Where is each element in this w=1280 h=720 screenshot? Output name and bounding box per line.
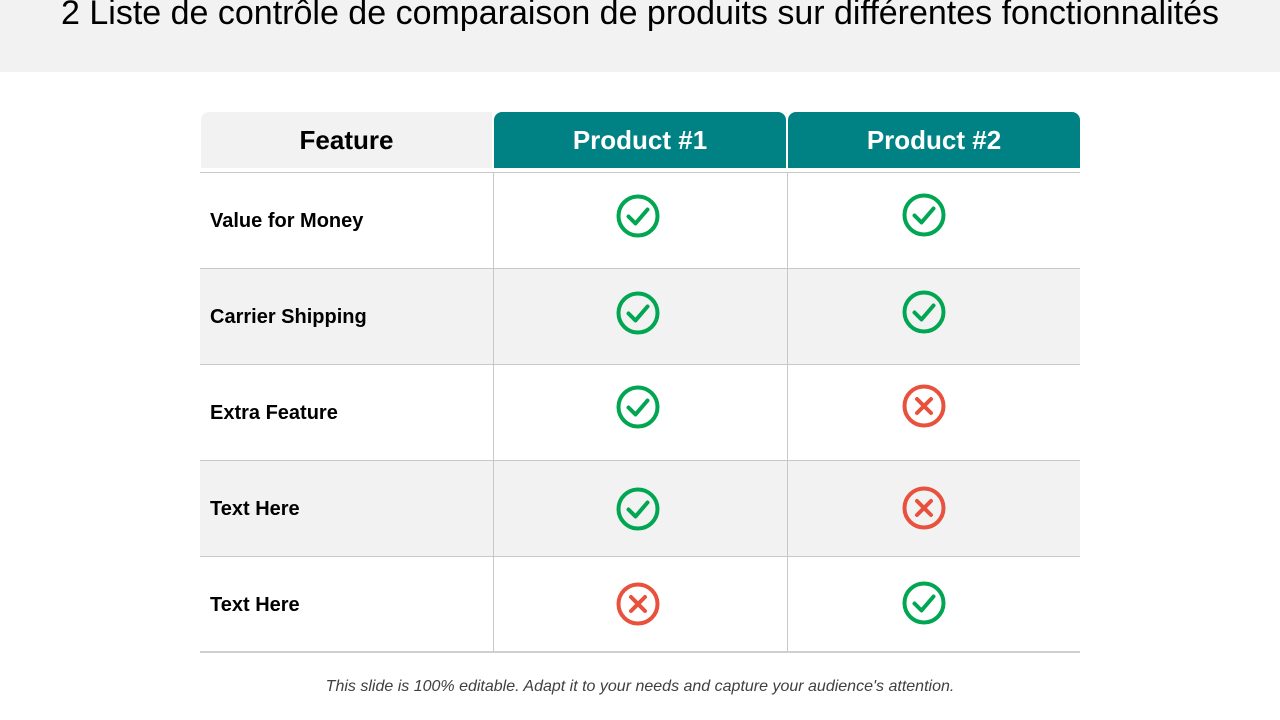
feature-label: Value for Money	[210, 209, 364, 232]
row-divider	[200, 364, 1080, 365]
table-bottom-border	[200, 651, 1080, 653]
row-divider	[200, 460, 1080, 461]
header-product-2: Product #2	[788, 112, 1080, 168]
check-circle-icon	[902, 290, 946, 334]
row-0-product-2-icon	[902, 193, 946, 237]
row-3-product-1-icon	[616, 487, 660, 531]
x-circle-icon	[616, 582, 660, 626]
feature-label: Text Here	[210, 497, 300, 520]
row-1-product-2-icon	[902, 290, 946, 334]
row-2-product-1-icon	[616, 385, 660, 429]
feature-label: Extra Feature	[210, 401, 338, 424]
row-3-product-2-icon	[902, 486, 946, 530]
check-circle-icon	[616, 487, 660, 531]
row-4-product-1-icon	[616, 582, 660, 626]
title-bar	[0, 0, 1280, 72]
column-divider	[787, 173, 788, 652]
table-row: Text Here	[200, 557, 1080, 653]
row-0-product-1-icon	[616, 194, 660, 238]
row-1-product-1-icon	[616, 291, 660, 335]
feature-label: Carrier Shipping	[210, 305, 367, 328]
header-product-1: Product #1	[494, 112, 786, 168]
row-2-product-2-icon	[902, 384, 946, 428]
header-feature: Feature	[201, 112, 492, 168]
row-divider	[200, 172, 1080, 173]
check-circle-icon	[616, 194, 660, 238]
x-circle-icon	[902, 384, 946, 428]
feature-label: Text Here	[210, 593, 300, 616]
table-row: Carrier Shipping	[200, 269, 1080, 365]
check-circle-icon	[616, 291, 660, 335]
check-circle-icon	[616, 385, 660, 429]
footer-note: This slide is 100% editable. Adapt it to…	[325, 678, 955, 695]
row-4-product-2-icon	[902, 581, 946, 625]
table-row: Text Here	[200, 461, 1080, 557]
column-divider	[493, 173, 494, 652]
check-circle-icon	[902, 193, 946, 237]
table-row: Value for Money	[200, 173, 1080, 269]
slide-title: 2 Liste de contrôle de comparaison de pr…	[61, 0, 1219, 32]
row-divider	[200, 268, 1080, 269]
check-circle-icon	[902, 581, 946, 625]
table-row: Extra Feature	[200, 365, 1080, 461]
x-circle-icon	[902, 486, 946, 530]
row-divider	[200, 556, 1080, 557]
